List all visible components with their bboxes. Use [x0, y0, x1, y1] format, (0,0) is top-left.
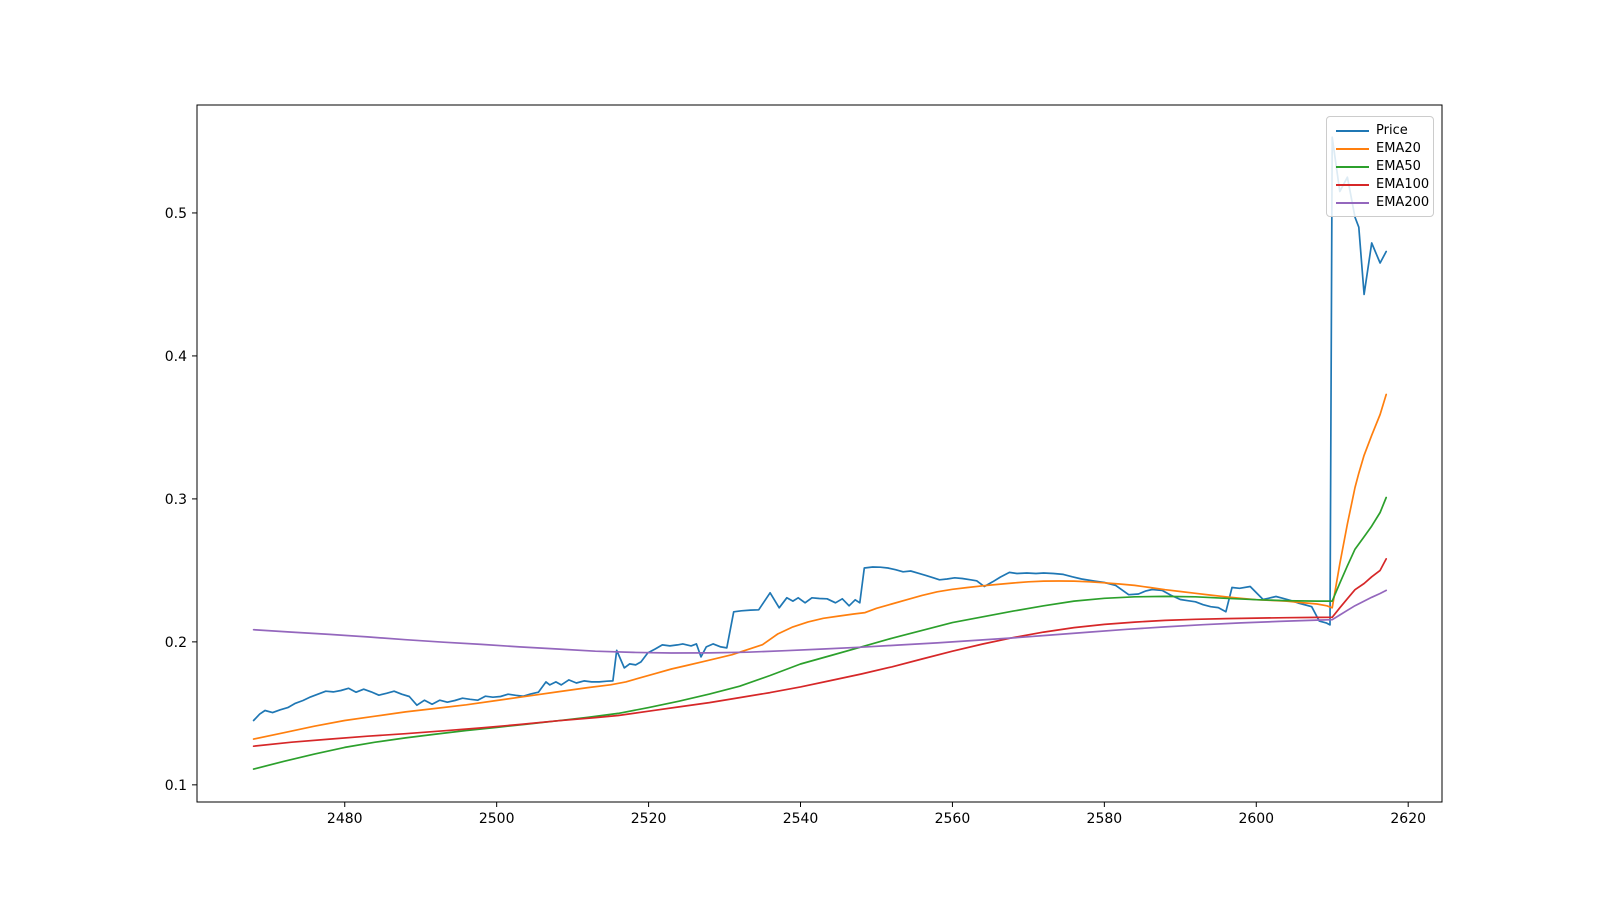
series-line-ema200: [252, 589, 1388, 654]
legend-item-label: EMA100: [1376, 177, 1430, 192]
legend-item-label: EMA20: [1376, 141, 1421, 156]
series-line-ema50: [252, 496, 1388, 770]
x-tick-label: 2580: [1087, 811, 1123, 827]
legend-line-swatch: [1336, 147, 1369, 150]
series-line-ema20: [252, 393, 1388, 740]
x-tick-label: 2600: [1238, 811, 1274, 827]
x-tick-label: 2560: [935, 811, 971, 827]
y-tick-label: 0.2: [165, 635, 187, 651]
y-tick-label: 0.3: [165, 492, 187, 508]
x-tick-label: 2620: [1390, 811, 1426, 827]
series-line-ema100: [252, 558, 1388, 748]
x-tick-label: 2500: [479, 811, 515, 827]
legend-line-swatch: [1336, 165, 1369, 168]
legend-line-swatch: [1336, 201, 1369, 204]
y-tick-label: 0.5: [165, 206, 187, 222]
legend-line-swatch: [1336, 129, 1369, 132]
y-tick-label: 0.4: [165, 349, 187, 365]
legend-item: EMA20: [1336, 140, 1425, 157]
series-line-price: [252, 136, 1388, 722]
legend-line-swatch: [1336, 183, 1369, 186]
legend-item: EMA200: [1336, 194, 1429, 211]
x-tick-label: 2480: [327, 811, 363, 827]
legend-item: EMA50: [1336, 158, 1425, 175]
plot-area: [196, 104, 1443, 803]
x-tick-label: 2520: [631, 811, 667, 827]
legend-item: Price: [1336, 122, 1425, 139]
legend: Price EMA20 EMA50 EMA100 EMA200: [1326, 116, 1434, 217]
y-tick-label: 0.1: [165, 778, 187, 794]
legend-item-label: EMA200: [1376, 195, 1430, 210]
legend-item-label: EMA50: [1376, 159, 1421, 174]
legend-item: EMA100: [1336, 176, 1429, 193]
x-tick-label: 2540: [783, 811, 819, 827]
legend-item-label: Price: [1376, 123, 1408, 138]
